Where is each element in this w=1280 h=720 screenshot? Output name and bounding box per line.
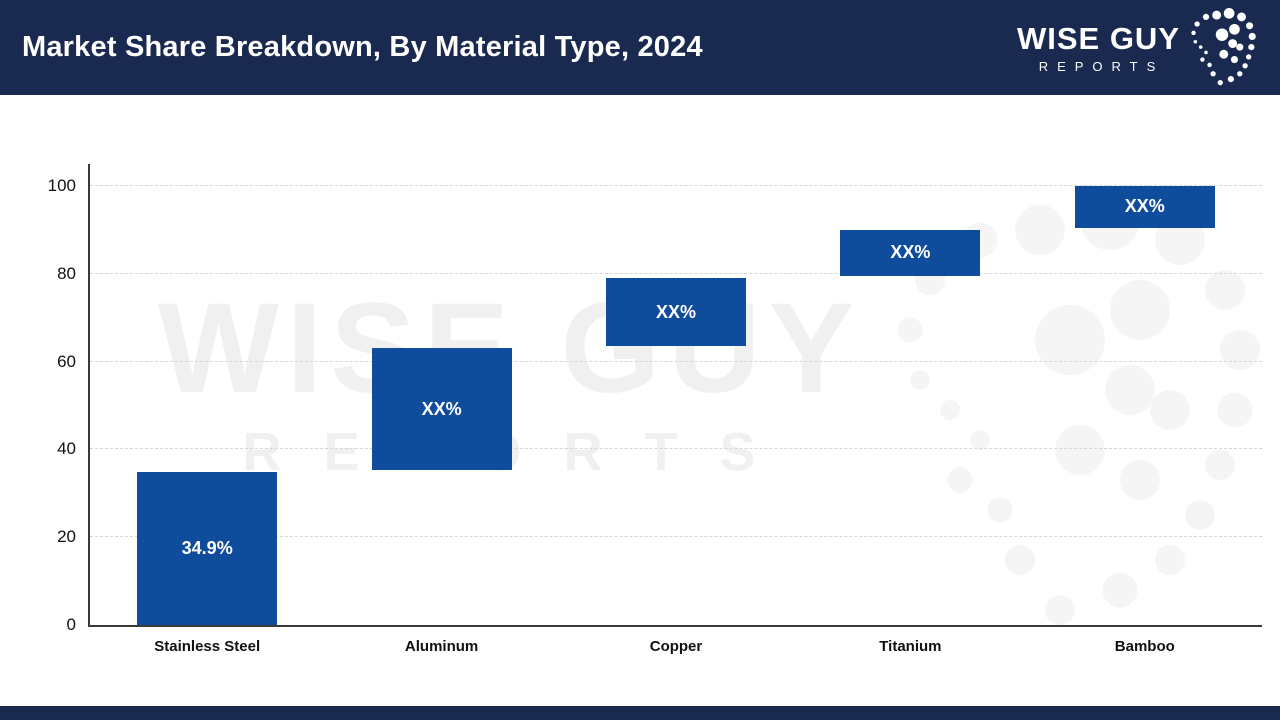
bar-column-bamboo: XX% <box>1028 164 1262 625</box>
plot-area: 0 20 40 60 80 100 34.9% Stainless Steel XX% Alumi… <box>48 164 1262 655</box>
y-axis-tick-label: 60 <box>57 351 76 371</box>
x-axis-label-titanium: Titanium <box>879 638 942 655</box>
gridline <box>90 272 1262 274</box>
bar-bamboo: XX% <box>1074 185 1215 228</box>
bar-value-label: XX% <box>655 301 696 322</box>
y-axis-tick-label: 100 <box>47 175 76 195</box>
gridline <box>90 448 1262 450</box>
bar-aluminum: XX% <box>371 348 512 471</box>
footer-bar <box>0 706 1280 720</box>
dotted-head-icon <box>1191 7 1256 85</box>
bar-titanium: XX% <box>840 229 981 276</box>
bar-column-stainless-steel: 34.9% <box>90 164 324 625</box>
brand-logo: WISE GUY REPORTS <box>1017 7 1258 88</box>
bar-column-aluminum: XX% <box>324 164 558 625</box>
bar-copper: XX% <box>605 278 746 347</box>
gridline <box>90 536 1262 538</box>
x-axis-label-aluminum: Aluminum <box>404 638 479 655</box>
y-axis-tick-label: 0 <box>66 615 76 634</box>
y-axis-tick-label: 80 <box>57 263 76 283</box>
page-title: Market Share Breakdown, By Material Type… <box>22 31 703 63</box>
chart-region: WISE GUY REPORTS 0 20 40 60 80 100 34.9% Stainl… <box>0 95 1280 706</box>
header-bar: Market Share Breakdown, By Material Type… <box>0 0 1280 95</box>
bar-value-label: XX% <box>890 242 931 263</box>
x-axis-label-bamboo: Bamboo <box>1114 638 1175 655</box>
y-axis-tick-label: 20 <box>57 527 76 547</box>
gridline <box>90 360 1262 362</box>
bar-value-label: XX% <box>421 398 462 419</box>
bar-value-label: 34.9% <box>181 537 233 558</box>
bar-stainless-steel: 34.9% <box>137 471 278 625</box>
brand-subtitle: REPORTS <box>1038 59 1165 74</box>
bar-column-copper: XX% <box>559 164 793 625</box>
brand-logo-text: WISE GUY REPORTS <box>1017 21 1180 74</box>
bar-value-label: XX% <box>1124 196 1165 217</box>
y-axis-tick-label: 40 <box>57 439 76 459</box>
x-axis-label-stainless-steel: Stainless Steel <box>154 638 261 655</box>
bar-column-titanium: XX% <box>793 164 1027 625</box>
x-axis-label-copper: Copper <box>649 638 703 655</box>
gridline <box>90 184 1262 186</box>
brand-name: WISE GUY <box>1016 21 1180 56</box>
